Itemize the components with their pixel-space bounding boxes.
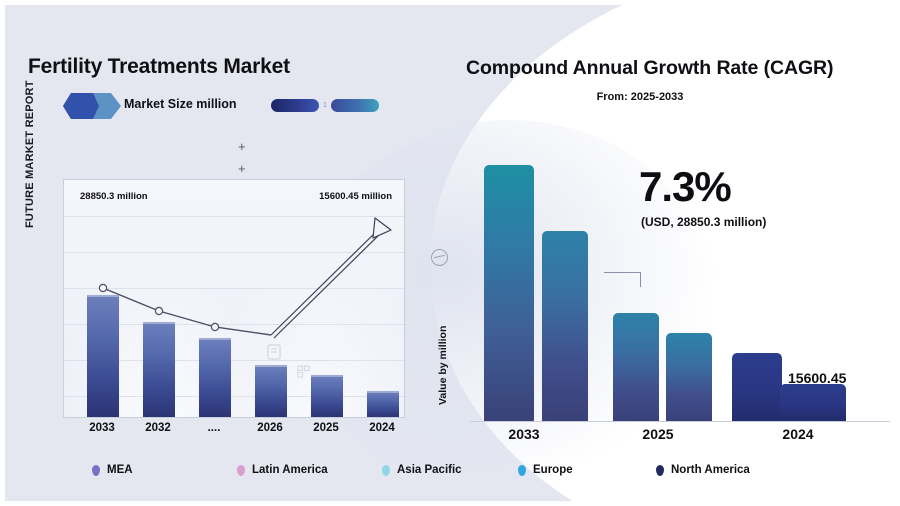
bar-2025 (311, 375, 343, 417)
bar-2033 (87, 295, 119, 417)
region-legend: MEA Latin America Asia Pacific Europe No… (0, 464, 900, 488)
growth-arrow (270, 217, 392, 339)
grid-ghost-icon (297, 365, 310, 378)
legend-item-latin-america: Latin America (237, 464, 328, 476)
legend-dot-icon (237, 464, 245, 476)
trend-line-overlay (98, 217, 392, 339)
value-label-start: 28850.3 million (80, 191, 148, 202)
plus-icon-2: + (238, 161, 246, 176)
x-tick-0: 2033 (89, 422, 115, 434)
circle-minus-icon (431, 249, 448, 266)
right-chart-y-axis-label: Value by million (437, 325, 449, 405)
legend-dot-icon (518, 464, 526, 476)
cagr-subtitle: From: 2025-2033 (596, 91, 684, 103)
legend-item-north-america: North America (656, 464, 750, 476)
r-x-tick-2: 2024 (782, 426, 814, 442)
legend-dot-icon (92, 464, 100, 476)
cagr-bar-2033-b (542, 231, 588, 421)
cagr-bar-2024-b (780, 384, 846, 421)
legend-dot-icon (656, 464, 664, 476)
bar-2024 (367, 391, 399, 417)
page-title: Fertility Treatments Market (28, 55, 290, 78)
x-tick-1: 2032 (145, 422, 171, 434)
market-size-legend-label: Market Size million (124, 97, 237, 111)
cagr-bar-2025-a (613, 313, 659, 421)
market-size-bar-chart: 28850.3 million 15600.45 million (63, 179, 405, 418)
pill-swatch-teal (330, 99, 379, 112)
legend-label: Europe (533, 464, 573, 476)
bar-2026 (255, 365, 287, 417)
fmr-logo-icon (63, 93, 121, 119)
cagr-bar-2033-a (484, 165, 534, 421)
x-tick-3: 2026 (257, 422, 283, 434)
value-label-end: 15600.45 million (319, 191, 392, 202)
x-tick-2: .... (207, 422, 221, 434)
plus-marks: + + (238, 140, 246, 175)
cagr-bar-2024-a (732, 353, 782, 421)
x-tick-4: 2025 (313, 422, 339, 434)
r-x-tick-1: 2025 (642, 426, 674, 442)
pill-separator: 1 (323, 102, 327, 109)
left-chart-y-axis-label: FUTURE MARKET REPORT (24, 80, 36, 228)
data-label-2024: 15600.45 (788, 370, 847, 386)
left-chart-x-axis: 2033 2032 .... 2026 2025 2024 (63, 422, 405, 442)
cagr-note: (USD, 28850.3 million) (641, 215, 767, 229)
bar-dots (199, 338, 231, 417)
cagr-bar-2025-b (666, 333, 712, 421)
legend-item-europe: Europe (518, 464, 573, 476)
document-ghost-icon (267, 344, 281, 360)
legend-item-mea: MEA (92, 464, 133, 476)
bracket-mark (604, 272, 641, 287)
pill-legend: 1 (271, 99, 379, 112)
plus-icon-1: + (238, 139, 246, 154)
legend-label: Asia Pacific (397, 464, 462, 476)
cagr-value: 7.3% (639, 163, 732, 210)
cagr-bar-chart: 2033 2025 2024 (470, 150, 890, 442)
legend-label: Latin America (252, 464, 328, 476)
chart-mound-right (204, 252, 404, 417)
cagr-title: Compound Annual Growth Rate (CAGR) (466, 57, 834, 79)
legend-label: MEA (107, 464, 133, 476)
legend-label: North America (671, 464, 750, 476)
x-tick-5: 2024 (369, 422, 395, 434)
pill-swatch-navy (271, 99, 319, 112)
bar-2032 (143, 322, 175, 417)
right-chart-baseline (470, 420, 890, 422)
legend-item-asia-pacific: Asia Pacific (382, 464, 462, 476)
r-x-tick-0: 2033 (508, 426, 540, 442)
legend-dot-icon (382, 464, 390, 476)
